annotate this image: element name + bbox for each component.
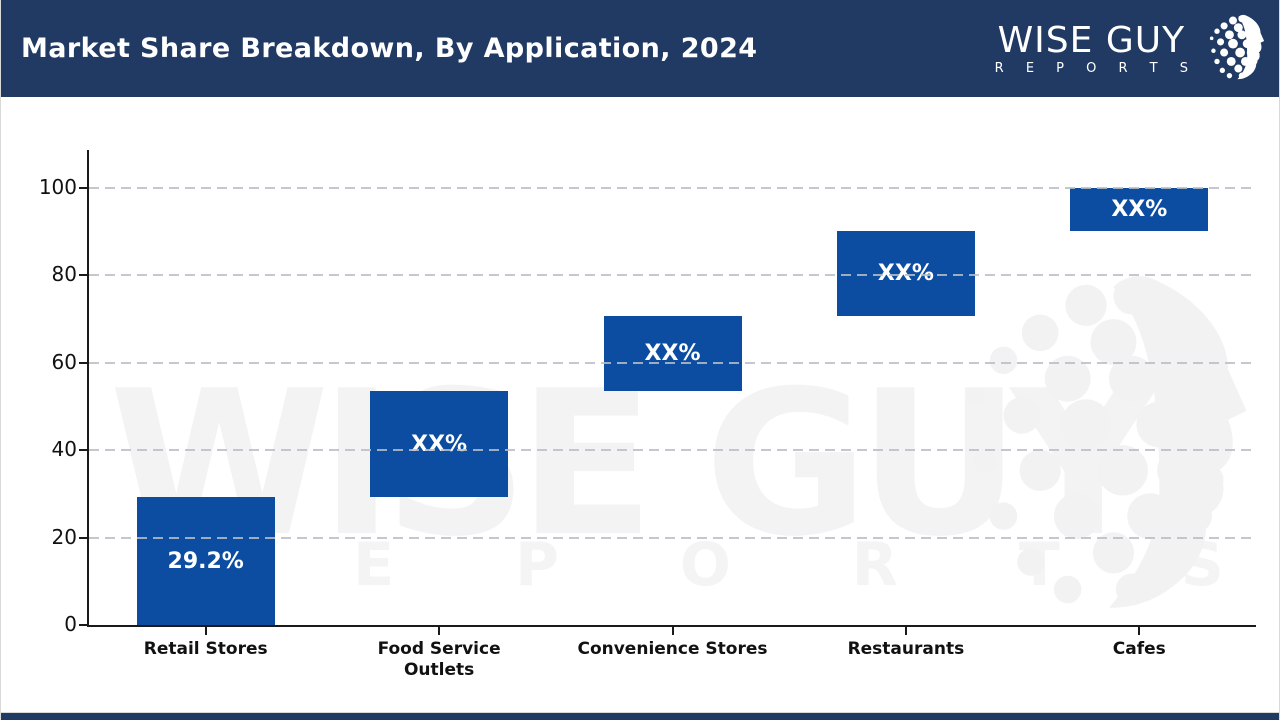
x-tick-retail-stores [204,627,207,635]
gridline-100 [89,186,1256,189]
x-tick-food-service-outlets [438,627,441,635]
bar-restaurants: XX% [836,231,975,316]
y-tick-80 [79,274,87,276]
y-tick-60 [79,361,87,364]
y-tick-100 [79,186,87,189]
header-band: Market Share Breakdown, By Application, … [1,0,1279,97]
x-axis-line [87,625,1256,627]
x-label-cafes: Cafes [1112,639,1166,659]
bar-convenience-stores: XX% [603,315,742,391]
x-tick-restaurants [904,627,907,635]
bar-retail-stores: 29.2% [136,497,275,625]
gridline-20 [89,536,1256,539]
bar-cafes: XX% [1070,187,1209,232]
gridline-40 [89,449,1256,451]
bar-value-label-restaurants: XX% [877,260,934,286]
plot-region: WISE GUY R E P O R T S 0 20 40 60 80 100 29.2%… [1,97,1279,714]
bar-food-service-outlets: XX% [370,390,509,498]
x-label-food-service-outlets: Food Service Outlets [377,639,501,680]
y-tick-label-40: 40 [51,437,77,461]
y-tick-label-0: 0 [64,612,77,636]
x-label-convenience-stores: Convenience Stores [577,639,768,659]
bar-value-label-cafes: XX% [1111,196,1168,222]
gridline-60 [89,361,1256,364]
logo-head-icon [1209,14,1265,80]
x-label-retail-stores: Retail Stores [143,639,268,659]
chart-title: Market Share Breakdown, By Application, … [21,33,758,64]
x-label-restaurants: Restaurants [847,639,965,659]
y-axis-line [87,150,89,627]
y-tick-40 [79,449,87,451]
logo-name: WISE GUY [997,20,1186,61]
footer-bar [1,713,1279,720]
logo-text: WISE GUY R E P O R T S [986,20,1197,77]
y-tick-0 [79,624,87,626]
x-tick-convenience-stores [671,627,674,635]
watermark-text-line2: R E P O R T S [186,530,1274,600]
y-tick-label-20: 20 [51,524,77,549]
x-tick-cafes [1138,627,1141,635]
gridline-80 [89,274,1256,276]
y-tick-label-80: 80 [51,262,77,286]
bar-value-label-retail-stores: 29.2% [167,548,244,574]
footer-divider [1,712,1279,713]
wise-guy-reports-logo: WISE GUY R E P O R T S [986,6,1265,92]
logo-tagline: R E P O R T S [994,61,1197,76]
bar-value-label-food-service-outlets: XX% [411,431,468,457]
y-tick-label-60: 60 [51,349,77,374]
y-tick-label-100: 100 [38,174,77,199]
y-tick-20 [79,536,87,539]
watermark-head-icon [966,276,1247,608]
